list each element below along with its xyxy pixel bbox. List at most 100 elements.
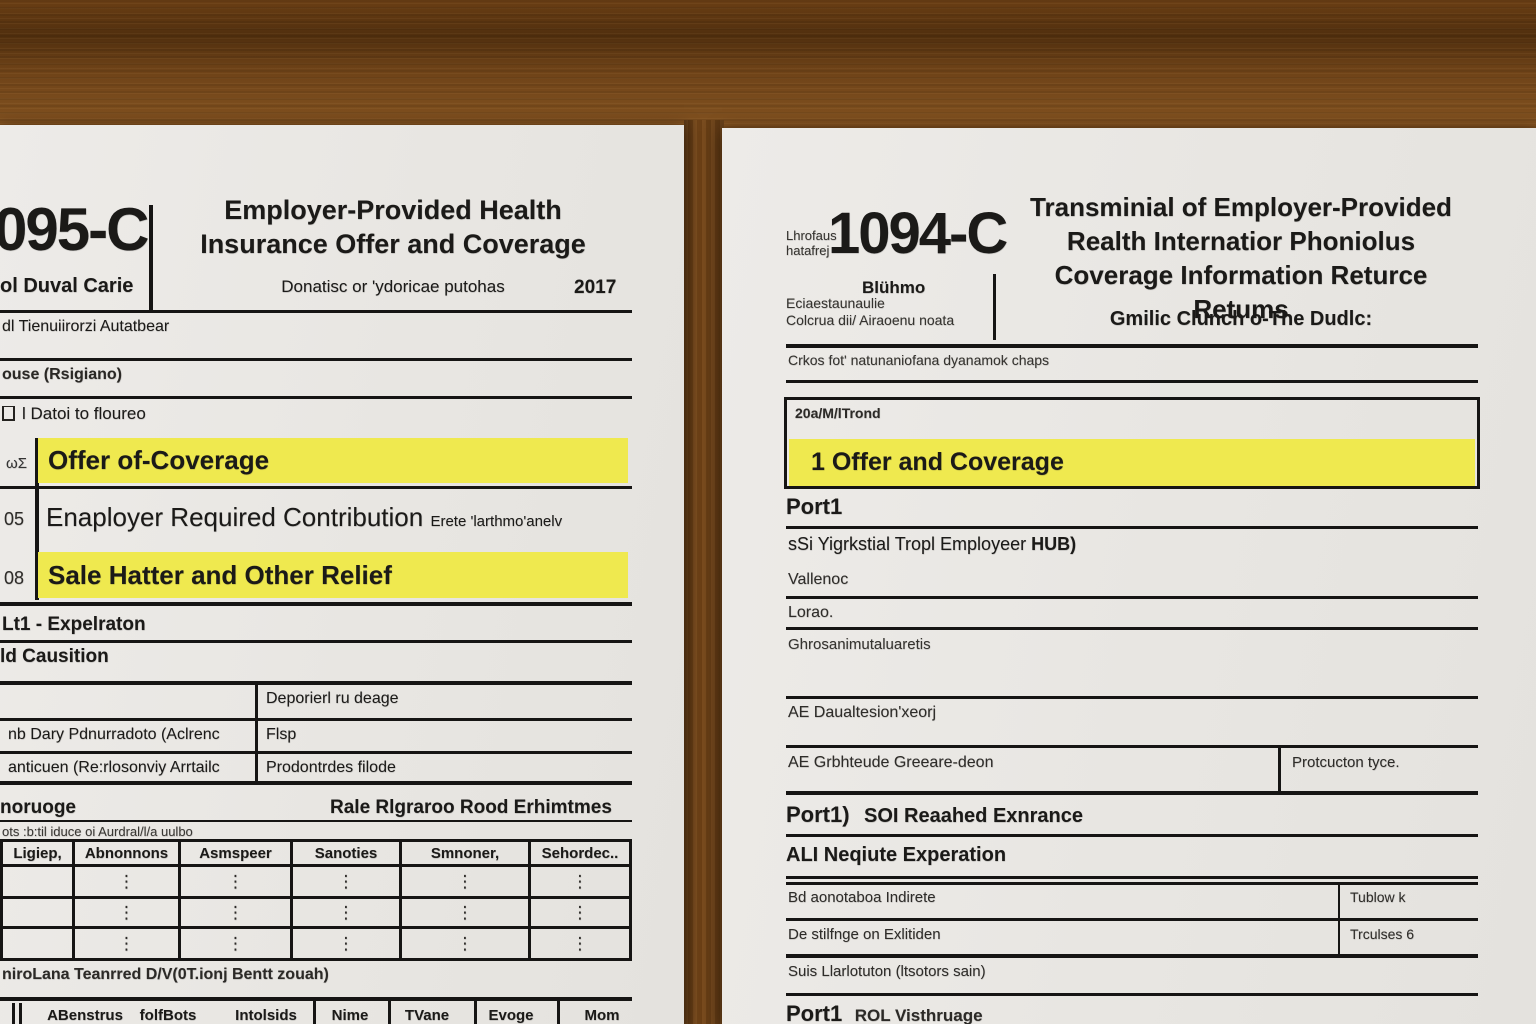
highlight-text: Sale Hatter and Other Relief <box>48 560 392 590</box>
column-header: Intolsids <box>235 1007 297 1024</box>
empty-cell <box>3 929 75 958</box>
dept-label-bold: Blühmo <box>862 278 926 297</box>
field-checkbox-row: l Datoi to floureo <box>2 404 146 424</box>
empty-cell <box>3 867 75 899</box>
checkbox-label: l Datoi to floureo <box>22 404 146 423</box>
field-label: Ghrosanimutaluaretis <box>788 636 931 653</box>
cell-divider <box>1278 745 1281 794</box>
table-cell <box>0 685 258 718</box>
column-header: Evoge <box>488 1007 534 1024</box>
field-label: Vallenoc <box>788 571 849 588</box>
form-subtitle: Donatisc or 'ydoricae putohas <box>281 277 505 296</box>
form-number-1095c: 095-C <box>0 196 149 263</box>
table-cell: anticuen (Re:rlosonviy Arrtailc <box>0 754 258 781</box>
dots-glyph: ⋮ <box>118 933 135 954</box>
field-label: Lorao. <box>788 604 834 621</box>
rule-thick <box>786 791 1478 795</box>
dept-label: Eciaestaunaulie <box>786 295 885 311</box>
section-heading: ld Causition <box>0 646 109 667</box>
form-title-line1: Employer-Provided Health <box>224 195 562 225</box>
column-header: ABenstrus <box>47 1007 123 1024</box>
rule-thick <box>0 602 632 606</box>
rule <box>786 526 1478 529</box>
contribution-note: Erete 'larthmo'anelv <box>430 513 563 530</box>
table-row: nb Dary Pdnurradoto (Aclrenc Flsp <box>0 721 632 754</box>
part-heading: Port1 <box>786 1001 843 1024</box>
dotted-cell: ⋮ <box>293 899 402 929</box>
highlighted-row-offer-and-coverage: 1 Offer and Coverage <box>789 439 1475 486</box>
form-title-line1: Transminial of Employer-Provided <box>1030 192 1452 222</box>
highlight-text: 1 Offer and Coverage <box>811 448 1064 476</box>
dots-glyph: ⋮ <box>337 871 355 892</box>
field-label: AE Grbhteude Greeare-deon <box>788 754 994 771</box>
column-header: TVane <box>404 1007 450 1024</box>
rule <box>786 882 1478 885</box>
highlighted-row-offer-of-coverage: Offer of-Coverage <box>38 438 628 483</box>
highlight-text: Offer of-Coverage <box>48 445 270 475</box>
dotted-cell: ⋮ <box>293 929 402 958</box>
dotted-cell: ⋮ <box>531 867 629 899</box>
issuer-label: ol Duval Carie <box>0 275 134 297</box>
empty-cell <box>3 899 75 929</box>
section-heading: Lt1 - Expelraton <box>2 614 146 635</box>
dots-glyph: ⋮ <box>456 933 474 954</box>
field-label: Tublow k <box>1350 889 1406 905</box>
dotted-cell: ⋮ <box>293 867 402 899</box>
employee-contribution-row: Enaployer Required Contribution Erete 'l… <box>46 502 562 533</box>
table-border <box>388 1001 391 1024</box>
dots-glyph: ⋮ <box>227 871 244 892</box>
dotted-cell: ⋮ <box>402 867 531 899</box>
form-number-1094c: 1094-C <box>828 201 1008 266</box>
months-grid-table: Ligiep, Abnonnons Asmspeer Sanoties Smno… <box>0 839 632 961</box>
line-code: 05 <box>4 509 25 529</box>
dots-glyph: ⋮ <box>118 902 135 923</box>
rule <box>786 918 1478 921</box>
table-border <box>474 1001 477 1024</box>
dots-glyph: ⋮ <box>227 902 244 923</box>
dots-glyph: ⋮ <box>456 902 474 923</box>
dotted-cell: ⋮ <box>181 899 293 929</box>
dots-glyph: ⋮ <box>337 933 355 954</box>
rule <box>786 834 1478 837</box>
band-label-left: noruoge <box>0 797 76 818</box>
dotted-cell: ⋮ <box>531 929 629 958</box>
rule <box>0 640 632 643</box>
code-column-divider <box>35 438 39 600</box>
dots-glyph: ⋮ <box>227 933 244 954</box>
table-row: anticuen (Re:rlosonviy Arrtailc Prodontr… <box>0 754 632 785</box>
dots-glyph: ⋮ <box>571 871 589 892</box>
part-heading: Port1) <box>786 802 850 827</box>
field-address-label: ouse (Rsigiano) <box>2 366 123 383</box>
table-cell: Flsp <box>266 726 297 743</box>
rule <box>0 486 632 489</box>
field-label: Suis Llarlotuton (ltsotors sain) <box>788 963 986 980</box>
table-cell: Prodontrdes filode <box>266 759 396 776</box>
form-title-line2: Realth Internatior Phoniolus <box>1066 226 1416 256</box>
table-row: Deporierl ru deage <box>0 685 632 721</box>
field-label: Crkos fot' natunaniofana dyanamok chaps <box>788 352 1050 368</box>
part-heading-row: Port1 ROL Visthruage <box>786 1001 983 1024</box>
rule <box>786 380 1478 383</box>
part-heading-row: Port1) SOI Reaahed Exnrance <box>786 802 1083 828</box>
rule-thick <box>786 954 1478 958</box>
column-header: Smnoner, <box>402 842 531 867</box>
column-header: Abnonnons <box>75 842 181 867</box>
dotted-cell: ⋮ <box>181 929 293 958</box>
tax-year: 2017 <box>574 277 617 298</box>
rule-thick <box>0 997 632 1001</box>
field-label: AE Daualtesion'xeorj <box>788 704 937 721</box>
dotted-cell: ⋮ <box>75 867 181 899</box>
dots-glyph: ⋮ <box>118 871 135 892</box>
column-header: Asmspeer <box>181 842 293 867</box>
dept-label: Colcrua dii/ Airaoenu noata <box>786 312 955 328</box>
form-title-line3: Coverage Information Returce Retums <box>1054 260 1428 324</box>
field-text-bold: HUB) <box>1031 534 1077 554</box>
form-title: Employer-Provided Health Insurance Offer… <box>158 193 628 261</box>
line-code: ωΣ <box>6 455 27 472</box>
wood-table-gap <box>684 120 724 1024</box>
rule <box>0 820 632 822</box>
rule <box>786 696 1478 699</box>
field-text: sSi Yigrkstial Tropl Employeer <box>788 534 1032 554</box>
field-label: De stilfnge on Exlitiden <box>788 926 941 943</box>
offer-coverage-box: 20a/M/lTrond 1 Offer and Coverage <box>784 397 1480 489</box>
